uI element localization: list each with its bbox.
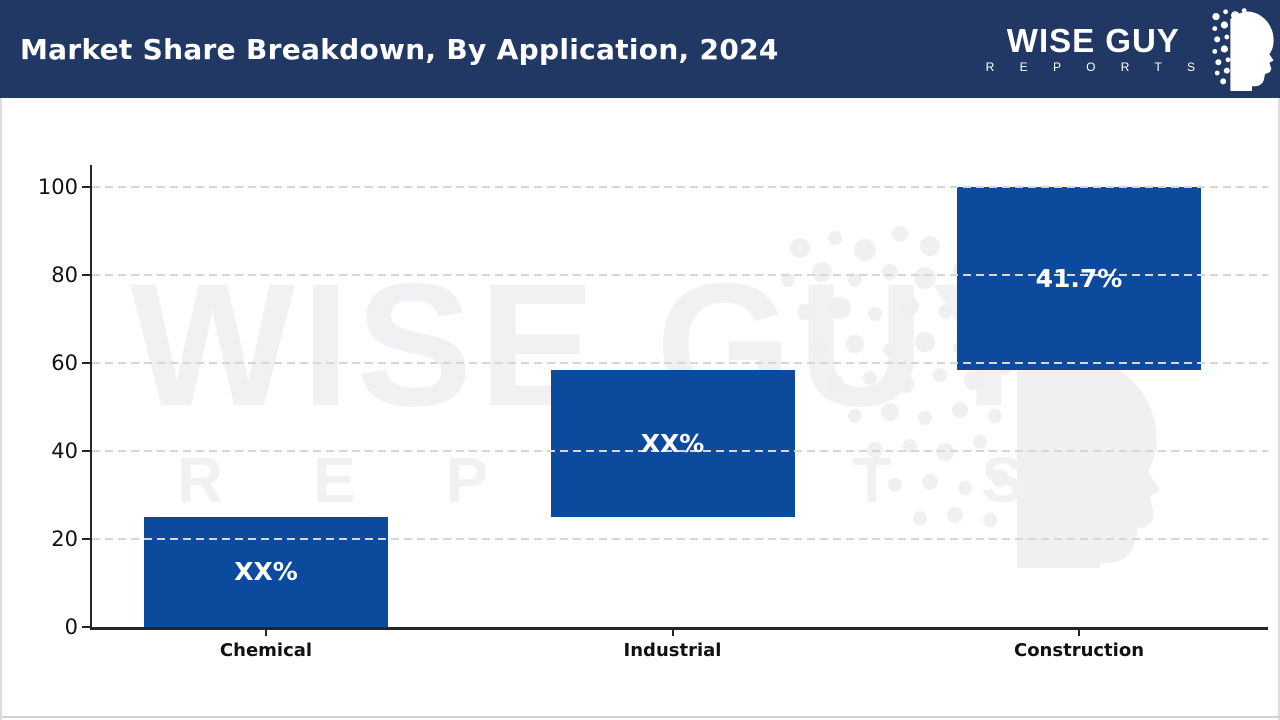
gridline-40 [92, 450, 1268, 452]
gridline-20 [92, 538, 1268, 540]
gridline-80 [92, 274, 1268, 276]
x-tick-label: Chemical [219, 640, 313, 661]
plot-area: 0 20 40 60 80 100 XX% Chemical XX% Industrial 41.7… [2, 98, 1280, 720]
x-axis-tick [671, 629, 674, 636]
y-axis-tick [82, 186, 90, 188]
x-tick-label: Construction [1013, 640, 1145, 661]
y-tick-label: 80 [51, 263, 78, 287]
chart-title: Market Share Breakdown, By Application, … [20, 32, 779, 66]
y-axis-tick [82, 538, 90, 540]
logo-subtext: R E P O R T S [985, 60, 1206, 74]
bar-chemical [144, 517, 388, 627]
logo-face-icon [1212, 8, 1274, 91]
bar-value-label: 41.7% [1035, 263, 1123, 293]
y-axis-tick [82, 450, 90, 452]
gridline-60 [92, 362, 1268, 364]
y-tick-label: 20 [51, 527, 78, 551]
brand-logo: WISE GUY R E P O R T S [981, 0, 1276, 98]
bar-value-label: XX% [234, 557, 298, 586]
x-tick-label: Industrial [623, 640, 722, 661]
logo-wordmark: WISE GUY [1006, 22, 1180, 59]
y-tick-label: 60 [51, 351, 78, 375]
x-axis-line [90, 627, 1268, 630]
chart-canvas: WISE GUY R E P O R T S 020406080100XX%Ch… [0, 98, 1280, 720]
header-bar: Market Share Breakdown, By Application, … [0, 0, 1280, 98]
x-axis-tick [265, 629, 267, 636]
y-axis-tick [82, 626, 90, 628]
logo-text: WISE GUY R E P O R T S [981, 24, 1206, 74]
y-tick-label: 40 [51, 439, 78, 463]
y-tick-label: 0 [64, 615, 78, 639]
y-axis-line [90, 165, 92, 630]
y-axis-tick [82, 362, 90, 364]
gridline-100 [92, 186, 1268, 188]
y-tick-label: 100 [37, 175, 78, 199]
bottom-border [2, 716, 1280, 718]
bar-industrial [550, 370, 795, 517]
bar-value-label: XX% [640, 428, 705, 458]
x-axis-tick [1078, 629, 1080, 636]
bar-construction [957, 187, 1201, 371]
y-axis-tick [82, 274, 90, 276]
